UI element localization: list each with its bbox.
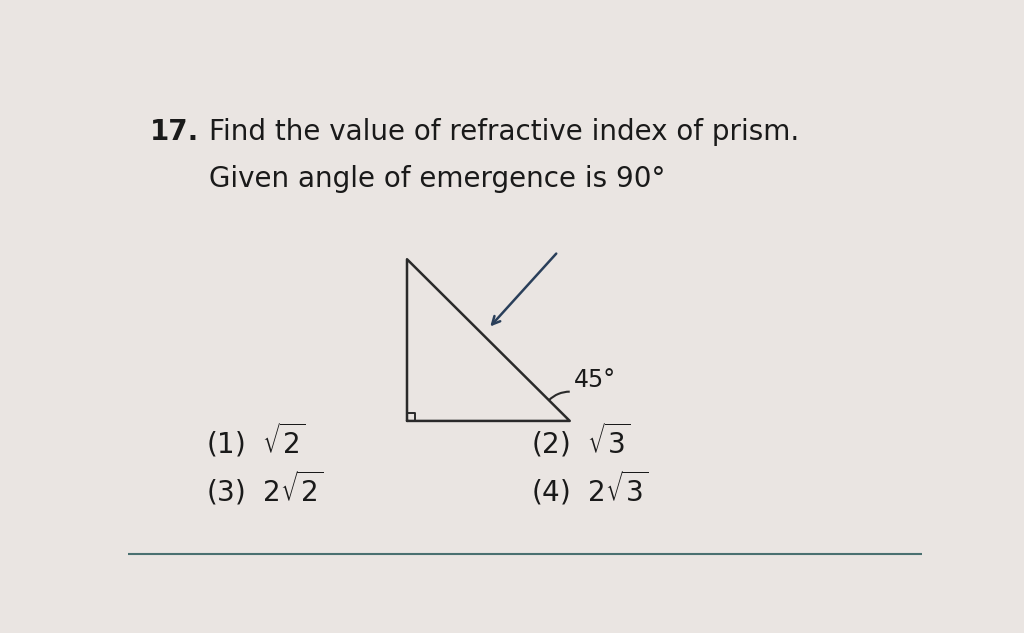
Text: 45°: 45° xyxy=(573,368,615,392)
Text: (1)  $\sqrt{2}$: (1) $\sqrt{2}$ xyxy=(206,421,305,460)
Text: Find the value of refractive index of prism.: Find the value of refractive index of pr… xyxy=(209,118,800,146)
Text: (2)  $\sqrt{3}$: (2) $\sqrt{3}$ xyxy=(531,421,631,460)
Text: Given angle of emergence is 90°: Given angle of emergence is 90° xyxy=(209,165,666,192)
Text: (3)  $2\sqrt{2}$: (3) $2\sqrt{2}$ xyxy=(206,469,324,508)
Text: 17.: 17. xyxy=(150,118,199,146)
Text: (4)  $2\sqrt{3}$: (4) $2\sqrt{3}$ xyxy=(531,469,648,508)
